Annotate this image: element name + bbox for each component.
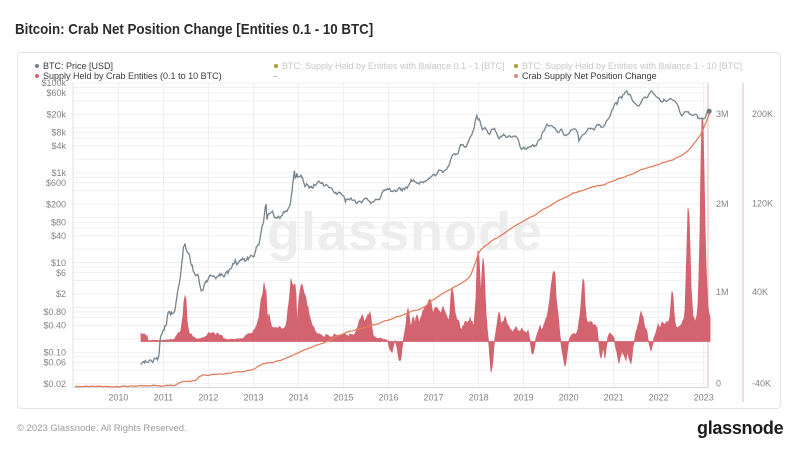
svg-text:2018: 2018 [469,393,489,403]
svg-text:2013: 2013 [243,393,263,403]
svg-text:$8k: $8k [51,128,66,138]
svg-text:2020: 2020 [559,393,579,403]
svg-text:$1k: $1k [51,168,66,178]
svg-text:2017: 2017 [423,393,443,403]
svg-text:$0.06: $0.06 [43,358,66,368]
svg-text:2023: 2023 [694,393,714,403]
svg-text:2021: 2021 [604,393,624,403]
svg-text:200K: 200K [752,109,773,119]
svg-text:$200: $200 [46,199,66,209]
svg-text:$0.10: $0.10 [43,348,66,358]
svg-text:$10: $10 [51,258,66,268]
svg-text:2019: 2019 [514,393,534,403]
svg-text:$0.40: $0.40 [43,321,66,331]
svg-text:120K: 120K [752,199,773,209]
svg-text:2M: 2M [716,199,729,209]
svg-text:40K: 40K [752,287,768,297]
svg-text:$60k: $60k [46,88,66,98]
svg-text:2010: 2010 [108,393,128,403]
svg-text:$20k: $20k [46,110,66,120]
svg-text:2014: 2014 [288,393,308,403]
svg-text:$0.02: $0.02 [43,379,66,389]
svg-text:glassnode: glassnode [267,202,543,262]
svg-text:$40: $40 [51,231,66,241]
svg-text:1M: 1M [716,287,729,297]
svg-text:2022: 2022 [649,393,669,403]
svg-text:$4k: $4k [51,141,66,151]
svg-text:2015: 2015 [333,393,353,403]
svg-text:$6: $6 [56,268,66,278]
svg-text:2016: 2016 [378,393,398,403]
svg-text:$0.80: $0.80 [43,307,66,317]
svg-text:0: 0 [716,379,721,389]
svg-text:$600: $600 [46,178,66,188]
svg-text:$2: $2 [56,289,66,299]
svg-text:2011: 2011 [154,393,173,403]
svg-text:$100k: $100k [41,78,66,88]
svg-text:3M: 3M [716,109,729,119]
svg-text:-40K: -40K [752,378,771,388]
svg-text:$80: $80 [51,217,66,227]
svg-text:2012: 2012 [198,393,218,403]
